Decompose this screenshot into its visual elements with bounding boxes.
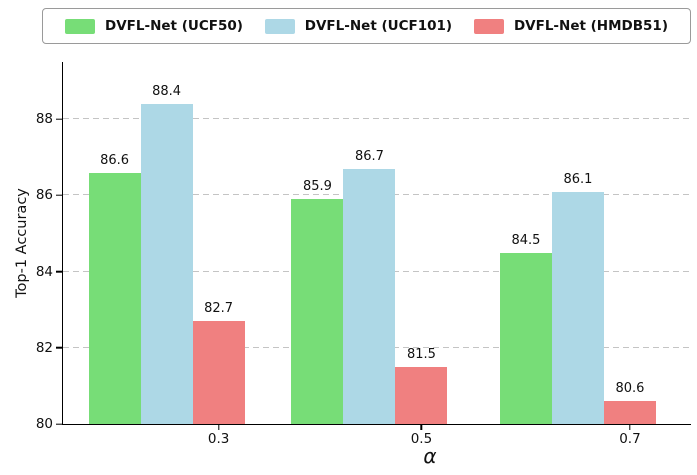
x-tick-label: 0.7 <box>619 431 641 447</box>
legend-swatch <box>264 18 295 34</box>
bar-value-label: 88.4 <box>152 83 182 99</box>
plot-area: 80 82 84 86 88 86.6 88.4 82.7 0.3 85.9 86.7 81.5 0.5… <box>36 62 691 447</box>
bar-value-label: 86.1 <box>563 171 593 187</box>
y-tick-label: 88 <box>35 111 53 128</box>
bar <box>603 401 656 424</box>
legend-swatch <box>65 18 95 34</box>
gridline <box>63 118 691 120</box>
bar-value-label: 86.7 <box>354 148 384 164</box>
bar <box>140 103 193 424</box>
x-tick-mark <box>629 425 631 430</box>
x-tick-mark <box>420 425 423 430</box>
y-axis-label: Top-1 Accuracy <box>14 188 30 298</box>
bar <box>551 191 604 424</box>
bar <box>192 321 245 424</box>
y-tick-label: 86 <box>35 187 53 204</box>
x-axis-label: α <box>423 444 437 468</box>
x-tick-mark <box>217 425 220 430</box>
legend-item: DVFL-Net (HMDB51) <box>473 18 668 34</box>
legend: DVFL-Net (UCF50) DVFL-Net (UCF101) DVFL-Ne… <box>42 8 691 44</box>
bar <box>395 366 448 424</box>
legend-label: DVFL-Net (HMDB51) <box>513 18 668 34</box>
legend-item: DVFL-Net (UCF50) <box>65 18 243 34</box>
bar-value-label: 80.6 <box>615 381 645 397</box>
bar-value-label: 82.7 <box>204 301 234 317</box>
y-tick-mark <box>56 270 62 273</box>
bar <box>343 168 396 424</box>
y-tick-label: 80 <box>35 416 53 432</box>
y-tick-label: 84 <box>35 263 53 280</box>
bar-value-label: 86.6 <box>100 152 130 168</box>
bar <box>291 199 344 424</box>
bar <box>88 172 141 424</box>
y-tick-mark <box>56 347 62 349</box>
bar-value-label: 81.5 <box>406 346 436 362</box>
bar-value-label: 84.5 <box>511 232 541 248</box>
legend-swatch <box>473 18 504 34</box>
bar <box>499 252 552 424</box>
y-tick-mark <box>56 118 62 120</box>
legend-item: DVFL-Net (UCF101) <box>264 18 453 34</box>
y-tick-label: 82 <box>35 339 53 356</box>
y-tick-mark <box>56 194 62 197</box>
x-tick-label: 0.5 <box>410 431 433 447</box>
legend-label: DVFL-Net (UCF50) <box>105 18 243 34</box>
y-tick-mark <box>56 423 62 425</box>
x-tick-label: 0.3 <box>207 431 230 447</box>
legend-label: DVFL-Net (UCF101) <box>304 18 453 34</box>
bar-value-label: 85.9 <box>302 179 332 195</box>
